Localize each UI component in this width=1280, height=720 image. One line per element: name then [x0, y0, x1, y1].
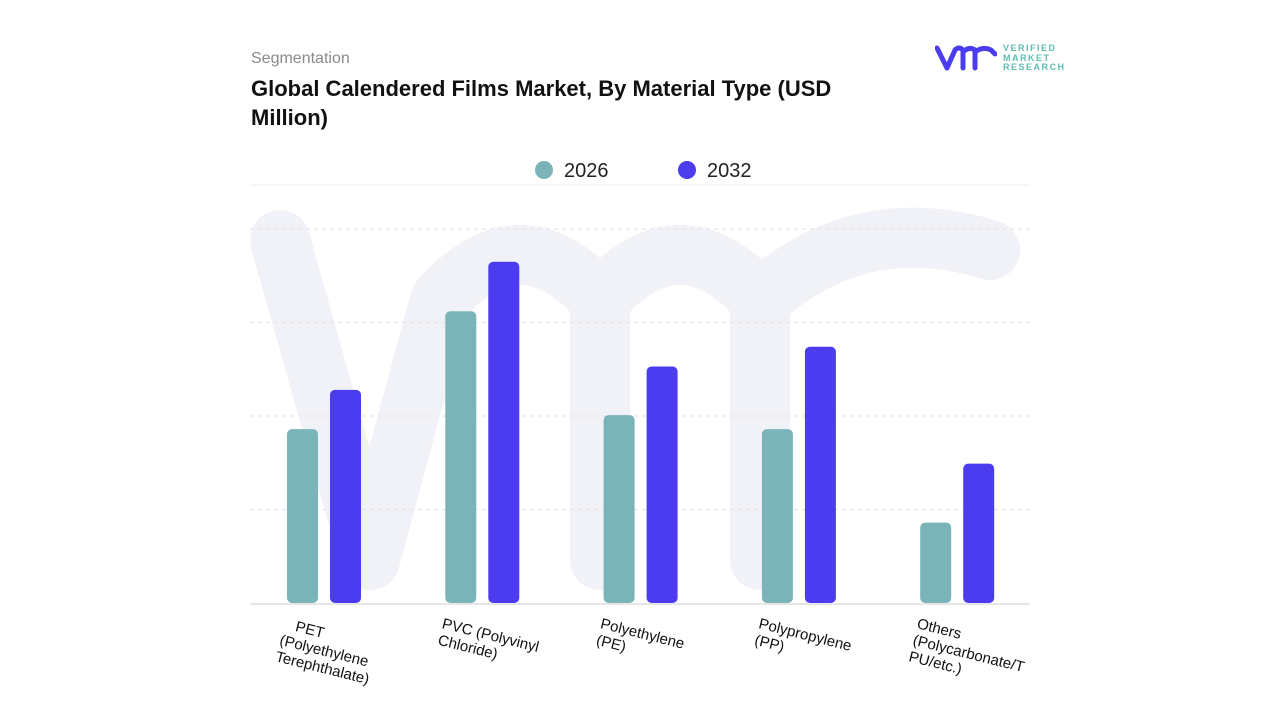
- logo-line: VERIFIED: [1003, 43, 1057, 53]
- legend-marker-2026: [535, 161, 553, 179]
- vmr-logo-icon: [935, 45, 997, 71]
- bar-2026-2: [603, 415, 635, 603]
- bar-2026-3: [761, 429, 793, 603]
- bar-2026-0: [287, 429, 318, 603]
- x-tick-label: Polypropylene(PP): [753, 615, 853, 671]
- legend-marker-2032: [678, 161, 696, 179]
- x-tick-label-line: (PP): [753, 632, 786, 656]
- x-tick-label: Others(Polycarbonate/TPU/etc.): [907, 615, 1030, 692]
- logo-line: RESEARCH: [1003, 62, 1066, 72]
- bar-2032-2: [646, 366, 678, 603]
- x-tick-label: Polyethylene(PE): [595, 615, 687, 669]
- x-tick-label: PVC (PolyvinylChloride): [436, 615, 540, 672]
- bar-2032-3: [804, 346, 836, 603]
- legend-label-2032: 2032: [707, 160, 752, 182]
- x-tick-label-line: PET: [294, 618, 326, 642]
- bar-2032-0: [330, 389, 361, 603]
- bar-2026-1: [445, 311, 477, 603]
- watermark-logo: [250, 207, 1020, 590]
- bar-2032-4: [963, 463, 995, 603]
- chart-title: Global Calendered Films Market, By Mater…: [251, 76, 832, 130]
- bar-2032-1: [488, 261, 520, 603]
- section-label: Segmentation: [251, 50, 350, 67]
- vmr-logo: VERIFIED MARKET RESEARCH: [935, 43, 1066, 73]
- x-tick-label: PET(PolyethyleneTerephthalate): [274, 615, 379, 688]
- x-tick-label-line: (PE): [595, 632, 628, 656]
- legend-label-2026: 2026: [564, 160, 609, 182]
- logo-line: MARKET: [1003, 52, 1051, 63]
- bar-2026-4: [920, 522, 952, 603]
